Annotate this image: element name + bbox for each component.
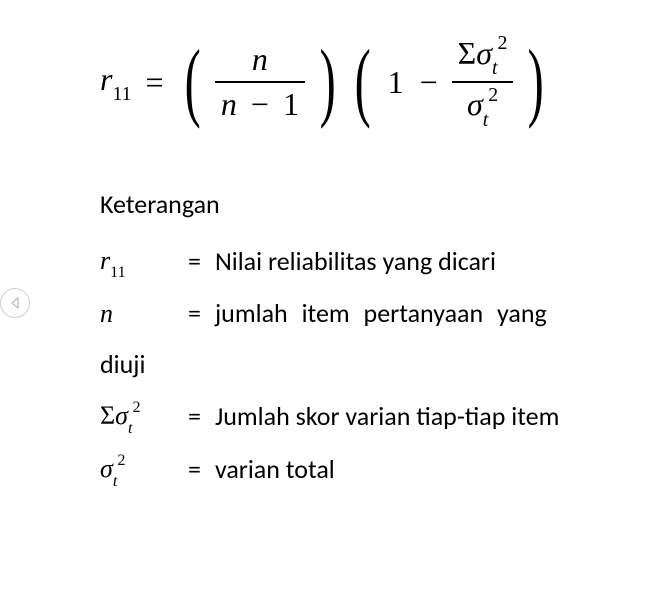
frac1-den: n − 1 [215,85,305,124]
page-content: r11 = ( n n − 1 ) ( 1 − Σσt2 [0,0,655,521]
fraction-bar-2 [452,81,514,83]
kt-sq-2: 2 [117,452,125,469]
equals-sign: = [138,66,172,98]
var-r: r [100,61,112,97]
rparen-1: ) [320,51,336,113]
kt-eq-2: = [188,289,205,338]
paren-group-2: ( 1 − Σσt2 σt2 ) [348,34,551,130]
kt-11: 11 [110,264,126,281]
t-sub-den: t [483,109,489,131]
formula-lhs: r11 [100,63,132,102]
sigma-num: σ [476,35,492,71]
lparen-2: ( [355,51,371,113]
minus-sign: − [414,66,444,98]
kt-desc-2b: diuji [100,340,595,389]
sub-11: 11 [112,83,131,105]
kt-r: r [100,246,110,275]
kt-sq-1: 2 [132,399,140,416]
frac1-den-1: 1 [283,86,299,122]
kt-desc-4: varian total [215,445,595,494]
keterangan-title: Keterangan [100,180,595,229]
kt-sym-sum-sigma: Σσt2 [100,391,178,442]
kt-big-sigma: Σ [100,401,115,430]
kt-n: n [100,299,113,328]
kt-eq-4: = [188,445,205,494]
paren-group-1: ( n n − 1 ) [178,40,343,124]
main-formula: r11 = ( n n − 1 ) ( 1 − Σσt2 [100,34,595,130]
prev-page-button[interactable] [0,288,30,318]
frac1-den-minus: − [245,86,275,122]
frac-sigma-den: σt 2 [461,85,504,130]
sq-num: 2 [498,32,508,54]
kt-sigma-2: σ [100,454,113,483]
kt-eq-3: = [188,392,205,441]
frac1-num: n [246,40,274,79]
kt-t-1: t [128,420,132,437]
kt-row-sum-sigma: Σσt2 = Jumlah skor varian tiap-tiap item [100,391,595,442]
frac-sigma-num: Σσt2 [452,34,514,79]
sq-den: 2 [488,84,498,106]
kt-row-n: n = jumlah item pertanyaan yang [100,289,595,338]
kt-sym-sigma: σt2 [100,444,178,495]
kt-desc-2: jumlah item pertanyaan yang [215,289,595,338]
kt-sym-n: n [100,289,178,338]
lparen-1: ( [184,51,200,113]
kt-sym-r11: r11 [100,236,178,287]
frac-n-over-nminus1: n n − 1 [211,40,309,124]
kt-row-n-cont: diuji [100,340,595,389]
big-sigma: Σ [458,35,477,71]
frac1-den-n: n [221,86,237,122]
kt-desc-3: Jumlah skor varian tiap-tiap item [215,392,595,441]
sigma-den: σ [467,86,483,122]
t-sub-num: t [492,57,498,79]
kt-row-sigma: σt2 = varian total [100,444,595,495]
kt-row-r11: r11 = Nilai reliabilitas yang dicari [100,236,595,287]
literal-one: 1 [382,66,410,98]
keterangan-section: Keterangan r11 = Nilai reliabilitas yang… [100,180,595,495]
rparen-2: ) [528,51,544,113]
kt-eq-1: = [188,237,205,286]
fraction-bar-1 [215,81,305,83]
kt-desc-1: Nilai reliabilitas yang dicari [215,237,595,286]
triangle-left-icon [10,297,20,309]
frac-sigma: Σσt2 σt2 [448,34,518,130]
kt-sigma-1: σ [115,401,128,430]
kt-t-2: t [113,473,117,490]
